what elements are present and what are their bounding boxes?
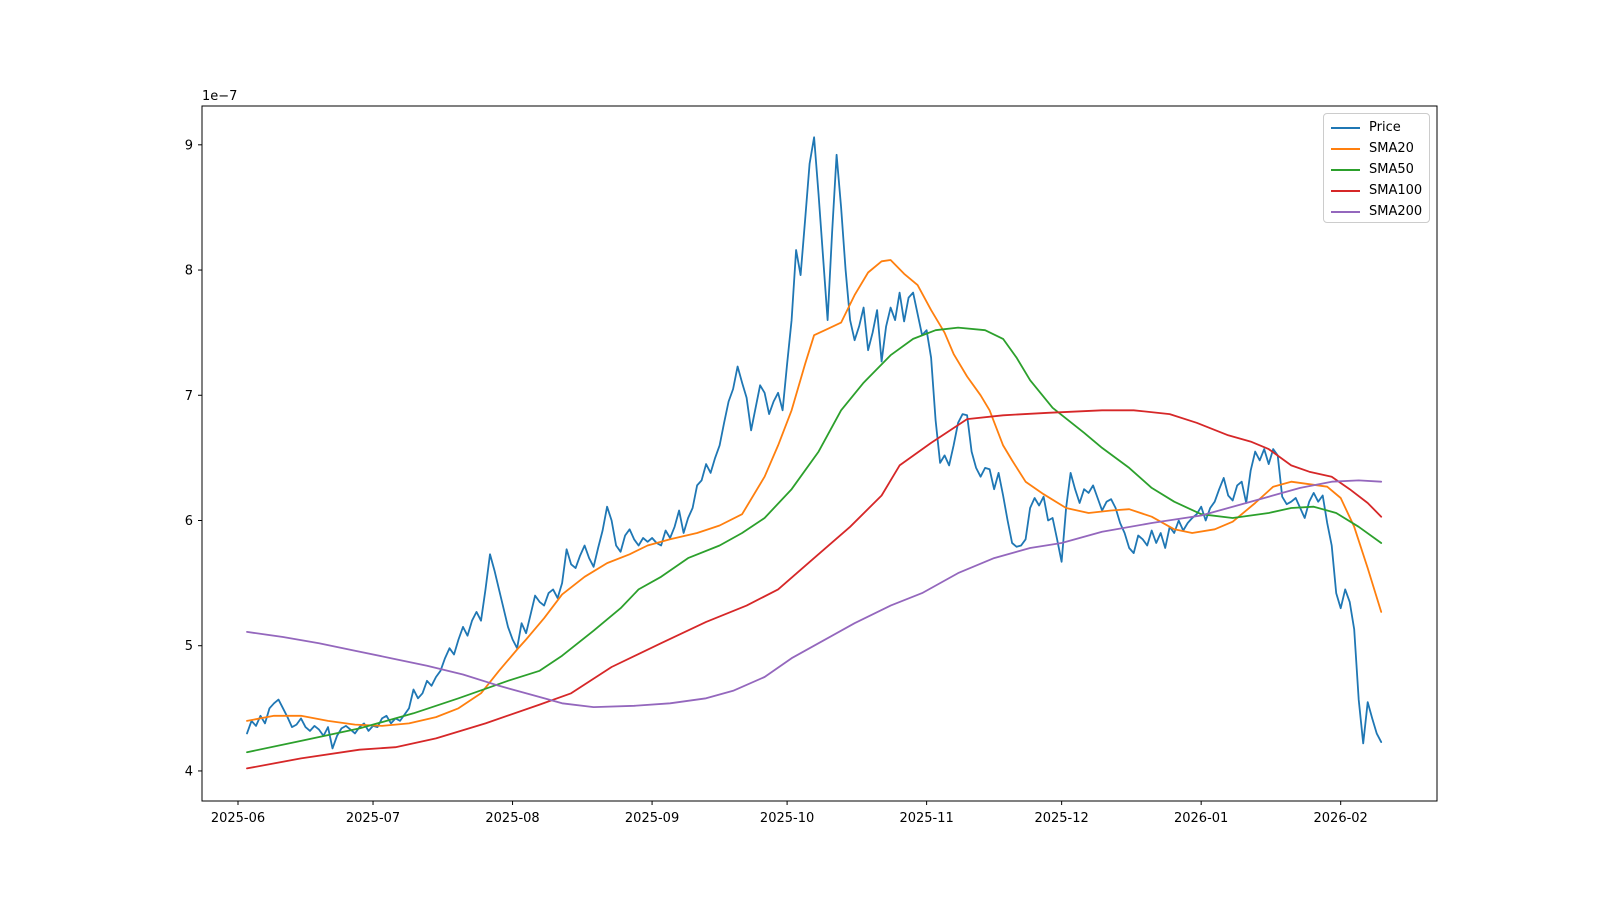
legend: Price SMA20 SMA50 SMA100 SMA200 [1323,113,1430,223]
sma20-line [246,259,1383,727]
legend-label-price: Price [1369,120,1401,135]
legend-label-sma100: SMA100 [1369,183,1423,198]
sma100-line [246,409,1383,770]
plot-border [201,105,1438,802]
legend-item-sma100: SMA100 [1331,180,1422,201]
legend-line-sample-sma100 [1331,189,1360,192]
sma200-line [246,479,1383,708]
legend-line-sample-price [1331,126,1360,129]
legend-line-sample-sma20 [1331,147,1360,150]
price-line [246,136,1383,750]
x-tick-label: 2025-12 [1034,811,1088,826]
legend-item-sma50: SMA50 [1331,159,1422,180]
legend-item-sma20: SMA20 [1331,138,1422,159]
x-tick-label: 2026-02 [1314,811,1368,826]
legend-line-sample-sma50 [1331,168,1360,171]
y-tick-label: 8 [185,264,193,279]
x-tick-label: 2025-09 [625,811,679,826]
x-tick-label: 2025-08 [485,811,539,826]
legend-line-sample-sma200 [1331,210,1360,213]
x-tick-label: 2025-11 [899,811,953,826]
y-tick-label: 5 [185,639,193,654]
y-tick-label: 4 [185,764,193,779]
y-axis-offset-label: 1e−7 [202,89,237,104]
legend-label-sma20: SMA20 [1369,141,1414,156]
x-tick-label: 2025-06 [211,811,265,826]
y-tick-label: 7 [185,389,193,404]
legend-label-sma50: SMA50 [1369,162,1414,177]
sma50-line [246,326,1383,754]
legend-item-sma200: SMA200 [1331,201,1422,222]
y-tick-label: 6 [185,514,193,529]
legend-item-price: Price [1331,117,1422,138]
x-tick-label: 2025-07 [346,811,400,826]
y-tick-label: 9 [185,138,193,153]
x-tick-label: 2026-01 [1174,811,1228,826]
legend-label-sma200: SMA200 [1369,204,1423,219]
x-tick-label: 2025-10 [760,811,814,826]
